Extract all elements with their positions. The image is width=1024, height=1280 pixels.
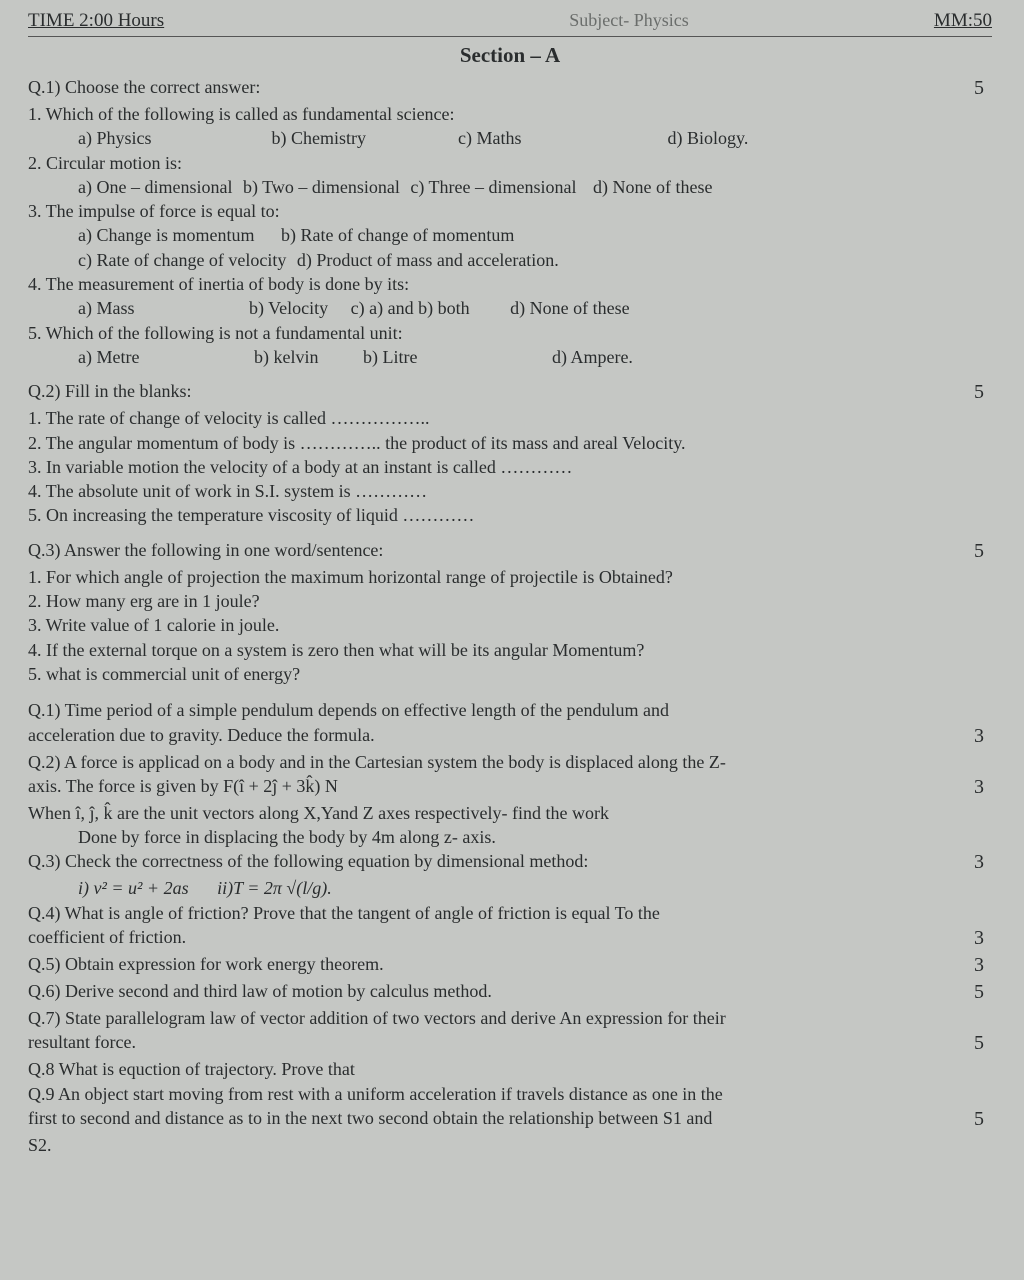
q3-block: Q.3) Answer the following in one word/se… <box>28 538 992 686</box>
q1-5-opt-c: b) Litre <box>363 347 417 367</box>
q1-1-opt-d: d) Biology. <box>667 126 748 150</box>
lq3-equations: i) v² = u² + 2as ii)T = 2π √(l/g). <box>78 876 992 900</box>
q1-block: Q.1) Choose the correct answer: 5 1. Whi… <box>28 75 992 369</box>
lq2-l2-row: axis. The force is given by F(î + 2ĵ + 3… <box>28 774 992 801</box>
q1-item-4-opts: a) Mass b) Velocity c) a) and b) both d)… <box>78 296 992 320</box>
q3-title: Q.3) Answer the following in one word/se… <box>28 538 383 565</box>
q3-item-1: 1. For which angle of projection the max… <box>28 565 992 589</box>
q1-4-opt-a: a) Mass <box>78 298 135 318</box>
q1-5-opt-d: d) Ampere. <box>552 347 633 367</box>
lq2-l4: Done by force in displacing the body by … <box>78 825 992 849</box>
q2-item-3: 3. In variable motion the velocity of a … <box>28 455 992 479</box>
q2-item-1: 1. The rate of change of velocity is cal… <box>28 406 992 430</box>
lq4-l1: Q.4) What is angle of friction? Prove th… <box>28 901 992 925</box>
lq8: Q.8 What is equction of trajectory. Prov… <box>28 1057 992 1081</box>
lq9-l2: first to second and distance as to in th… <box>28 1106 712 1133</box>
q1-4-opt-c: c) a) and b) both <box>351 298 470 318</box>
lq7-marks: 5 <box>974 1030 984 1057</box>
q1-item-4: 4. The measurement of inertia of body is… <box>28 272 992 296</box>
lq2-marks: 3 <box>974 774 984 801</box>
q1-1-opt-a: a) Physics <box>78 126 152 150</box>
q2-item-2: 2. The angular momentum of body is ………….… <box>28 431 992 455</box>
q3-marks: 5 <box>974 538 984 565</box>
lq3-row: Q.3) Check the correctness of the follow… <box>28 849 992 876</box>
lq9-l1: Q.9 An object start moving from rest wit… <box>28 1082 992 1106</box>
q1-2-opt-a: a) One – dimensional <box>78 177 232 197</box>
q3-item-3: 3. Write value of 1 calorie in joule. <box>28 613 992 637</box>
q1-marks: 5 <box>974 75 984 102</box>
q3-header: Q.3) Answer the following in one word/se… <box>28 538 992 565</box>
q2-item-4: 4. The absolute unit of work in S.I. sys… <box>28 479 992 503</box>
q1-item-1-opts: a) Physics b) Chemistry c) Maths d) Biol… <box>78 126 992 150</box>
lq2-l2: axis. The force is given by F(î + 2ĵ + 3… <box>28 774 338 801</box>
lq3-eq-i: i) v² = u² + 2as <box>78 878 189 898</box>
q3-item-5: 5. what is commercial unit of energy? <box>28 662 992 686</box>
lq6: Q.6) Derive second and third law of moti… <box>28 979 492 1006</box>
lq1-l2: acceleration due to gravity. Deduce the … <box>28 723 375 750</box>
q1-5-opt-b: b) kelvin <box>254 347 319 367</box>
lq1-l2-row: acceleration due to gravity. Deduce the … <box>28 723 992 750</box>
q1-item-3-opts2: c) Rate of change of velocity d) Product… <box>78 248 992 272</box>
lq5-marks: 3 <box>974 952 984 979</box>
q2-header: Q.2) Fill in the blanks: 5 <box>28 379 992 406</box>
q2-marks: 5 <box>974 379 984 406</box>
lq9-marks: 5 <box>974 1106 984 1133</box>
q2-title: Q.2) Fill in the blanks: <box>28 379 192 406</box>
q1-3-opt-c: c) Rate of change of velocity <box>78 250 286 270</box>
lq1-l1: Q.1) Time period of a simple pendulum de… <box>28 698 992 722</box>
q1-2-opt-c: c) Three – dimensional <box>410 177 576 197</box>
lq7-l2-row: resultant force. 5 <box>28 1030 992 1057</box>
q1-5-opt-a: a) Metre <box>78 347 139 367</box>
q1-item-5: 5. Which of the following is not a funda… <box>28 321 992 345</box>
q3-item-2: 2. How many erg are in 1 joule? <box>28 589 992 613</box>
lq5: Q.5) Obtain expression for work energy t… <box>28 952 384 979</box>
lq7-l1: Q.7) State parallelogram law of vector a… <box>28 1006 992 1030</box>
lq3-eq-ii: ii)T = 2π √(l/g). <box>217 878 332 898</box>
q1-item-2-opts: a) One – dimensional b) Two – dimensiona… <box>78 175 992 199</box>
lq7-l2: resultant force. <box>28 1030 136 1057</box>
q1-title: Q.1) Choose the correct answer: <box>28 75 260 102</box>
header-row: TIME 2:00 Hours Subject- Physics MM:50 <box>28 8 992 37</box>
lq2-l1: Q.2) A force is applicad on a body and i… <box>28 750 992 774</box>
long-q-block: Q.1) Time period of a simple pendulum de… <box>28 698 992 1157</box>
q1-item-3: 3. The impulse of force is equal to: <box>28 199 992 223</box>
lq5-row: Q.5) Obtain expression for work energy t… <box>28 952 992 979</box>
subject-label: Subject- Physics <box>324 8 934 34</box>
q1-item-3-opts1: a) Change is momentum b) Rate of change … <box>78 223 992 247</box>
q2-item-5: 5. On increasing the temperature viscosi… <box>28 503 992 527</box>
lq9-l2-row: first to second and distance as to in th… <box>28 1106 992 1133</box>
q1-3-opt-d: d) Product of mass and acceleration. <box>297 250 559 270</box>
lq4-l2: coefficient of friction. <box>28 925 186 952</box>
lq9-l3: S2. <box>28 1133 992 1157</box>
q1-2-opt-d: d) None of these <box>593 177 712 197</box>
q1-header: Q.1) Choose the correct answer: 5 <box>28 75 992 102</box>
q1-2-opt-b: b) Two – dimensional <box>243 177 400 197</box>
lq2-l3: When î, ĵ, k̂ are the unit vectors along… <box>28 801 992 825</box>
section-title: Section – A <box>28 41 992 69</box>
lq4-marks: 3 <box>974 925 984 952</box>
q1-1-opt-c: c) Maths <box>458 126 521 150</box>
q1-3-opt-a: a) Change is momentum <box>78 225 254 245</box>
q1-1-opt-b: b) Chemistry <box>272 126 367 150</box>
q3-item-4: 4. If the external torque on a system is… <box>28 638 992 662</box>
lq4-l2-row: coefficient of friction. 3 <box>28 925 992 952</box>
q1-item-2: 2. Circular motion is: <box>28 151 992 175</box>
q1-3-opt-b: b) Rate of change of momentum <box>281 225 514 245</box>
q1-4-opt-d: d) None of these <box>510 298 629 318</box>
time-label: TIME 2:00 Hours <box>28 8 164 34</box>
lq6-marks: 5 <box>974 979 984 1006</box>
mm-label: MM:50 <box>934 8 992 34</box>
lq1-marks: 3 <box>974 723 984 750</box>
lq6-row: Q.6) Derive second and third law of moti… <box>28 979 992 1006</box>
lq3-marks: 3 <box>974 849 984 876</box>
q1-item-5-opts: a) Metre b) kelvin b) Litre d) Ampere. <box>78 345 992 369</box>
q1-item-1: 1. Which of the following is called as f… <box>28 102 992 126</box>
q1-4-opt-b: b) Velocity <box>249 298 328 318</box>
q2-block: Q.2) Fill in the blanks: 5 1. The rate o… <box>28 379 992 527</box>
lq3-l1: Q.3) Check the correctness of the follow… <box>28 849 588 876</box>
